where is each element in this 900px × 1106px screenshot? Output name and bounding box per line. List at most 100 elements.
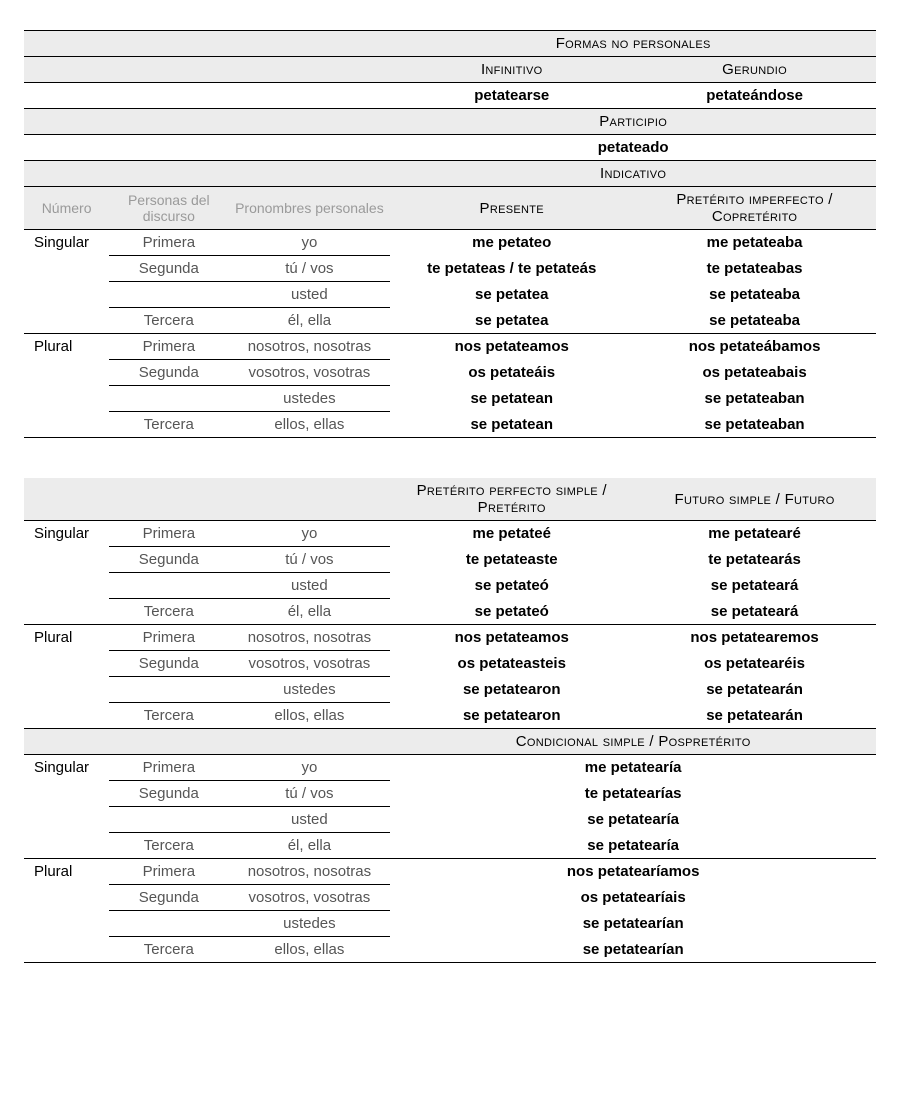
cell: se petateaba <box>633 282 876 308</box>
pron: vosotros, vosotras <box>228 360 390 386</box>
pers: Tercera <box>109 308 228 334</box>
pron: vosotros, vosotras <box>228 885 390 911</box>
cell: se petateó <box>390 573 633 599</box>
pron: usted <box>228 282 390 308</box>
cell: te petatearías <box>390 781 876 807</box>
cell: nos petatearemos <box>633 625 876 651</box>
cell: me petateaba <box>633 230 876 256</box>
hdr-pretimp: Pretérito imperfecto / Copretérito <box>633 187 876 230</box>
cell: se petatearon <box>390 703 633 729</box>
pers: Primera <box>109 230 228 256</box>
cell: se petatean <box>390 386 633 412</box>
hdr-gerundio: Gerundio <box>633 57 876 83</box>
hdr-pretperf: Pretérito perfecto simple / Pretérito <box>390 478 633 521</box>
pron: ellos, ellas <box>228 412 390 438</box>
pers: Tercera <box>109 937 228 963</box>
cell: se petatearían <box>390 937 876 963</box>
pron: ellos, ellas <box>228 703 390 729</box>
pers: Segunda <box>109 885 228 911</box>
cell: se petateaba <box>633 308 876 334</box>
pron: él, ella <box>228 833 390 859</box>
cell: se petateó <box>390 599 633 625</box>
pron: yo <box>228 521 390 547</box>
num-sg: Singular <box>24 521 109 625</box>
hdr-personas: Personas del discurso <box>109 187 228 230</box>
pers: Primera <box>109 334 228 360</box>
hdr-pronombres: Pronombres personales <box>228 187 390 230</box>
cell: nos petateamos <box>390 334 633 360</box>
pron: él, ella <box>228 308 390 334</box>
cell: te petateas / te petateás <box>390 256 633 282</box>
val-infinitivo: petatearse <box>390 83 633 109</box>
num-sg: Singular <box>24 755 109 859</box>
cell: se petatearán <box>633 703 876 729</box>
pers: Primera <box>109 625 228 651</box>
cell: se petatearía <box>390 833 876 859</box>
cell: os petateasteis <box>390 651 633 677</box>
pers: Tercera <box>109 599 228 625</box>
num-pl: Plural <box>24 625 109 729</box>
num-sg: Singular <box>24 230 109 334</box>
cell: se petatearon <box>390 677 633 703</box>
cell: se petateará <box>633 599 876 625</box>
pers: Tercera <box>109 703 228 729</box>
pron: yo <box>228 755 390 781</box>
cell: nos petateamos <box>390 625 633 651</box>
hdr-presente: Presente <box>390 187 633 230</box>
pron: nosotros, nosotras <box>228 334 390 360</box>
pron: ustedes <box>228 677 390 703</box>
val-participio: petateado <box>390 135 876 161</box>
cell: te petatearás <box>633 547 876 573</box>
hdr-futsimple: Futuro simple / Futuro <box>633 478 876 521</box>
cell: se petatea <box>390 282 633 308</box>
pers: Segunda <box>109 781 228 807</box>
cell: nos petatearíamos <box>390 859 876 885</box>
pers: Segunda <box>109 256 228 282</box>
cell: me petateo <box>390 230 633 256</box>
pron: yo <box>228 230 390 256</box>
pron: ustedes <box>228 386 390 412</box>
cell: me petateé <box>390 521 633 547</box>
cell: se petatea <box>390 308 633 334</box>
cell: os petateabais <box>633 360 876 386</box>
pron: usted <box>228 573 390 599</box>
pron: vosotros, vosotras <box>228 651 390 677</box>
pers: Segunda <box>109 547 228 573</box>
cell: te petateabas <box>633 256 876 282</box>
pron: ellos, ellas <box>228 937 390 963</box>
pers: Tercera <box>109 412 228 438</box>
pers: Segunda <box>109 651 228 677</box>
cell: te petateaste <box>390 547 633 573</box>
pers: Tercera <box>109 833 228 859</box>
pron: nosotros, nosotras <box>228 625 390 651</box>
cell: se petatearían <box>390 911 876 937</box>
cell: se petateará <box>633 573 876 599</box>
hdr-participio: Participio <box>390 109 876 135</box>
pers: Primera <box>109 755 228 781</box>
hdr-infinitivo: Infinitivo <box>390 57 633 83</box>
cell: se petatearán <box>633 677 876 703</box>
conjugation-table: Formas no personales Infinitivo Gerundio… <box>24 30 876 963</box>
cell: se petateaban <box>633 412 876 438</box>
cell: se petatearía <box>390 807 876 833</box>
cell: os petatearéis <box>633 651 876 677</box>
pers: Primera <box>109 521 228 547</box>
pron: él, ella <box>228 599 390 625</box>
hdr-cond: Condicional simple / Pospretérito <box>390 729 876 755</box>
pron: tú / vos <box>228 781 390 807</box>
cell: os petateáis <box>390 360 633 386</box>
pron: tú / vos <box>228 547 390 573</box>
cell: os petatearíais <box>390 885 876 911</box>
cell: nos petateábamos <box>633 334 876 360</box>
num-pl: Plural <box>24 334 109 438</box>
pron: nosotros, nosotras <box>228 859 390 885</box>
pron: ustedes <box>228 911 390 937</box>
cell: se petateaban <box>633 386 876 412</box>
pers: Primera <box>109 859 228 885</box>
pron: tú / vos <box>228 256 390 282</box>
hdr-indicativo: Indicativo <box>390 161 876 187</box>
val-gerundio: petateándose <box>633 83 876 109</box>
num-pl: Plural <box>24 859 109 963</box>
hdr-numero: Número <box>24 187 109 230</box>
cell: me petatearía <box>390 755 876 781</box>
